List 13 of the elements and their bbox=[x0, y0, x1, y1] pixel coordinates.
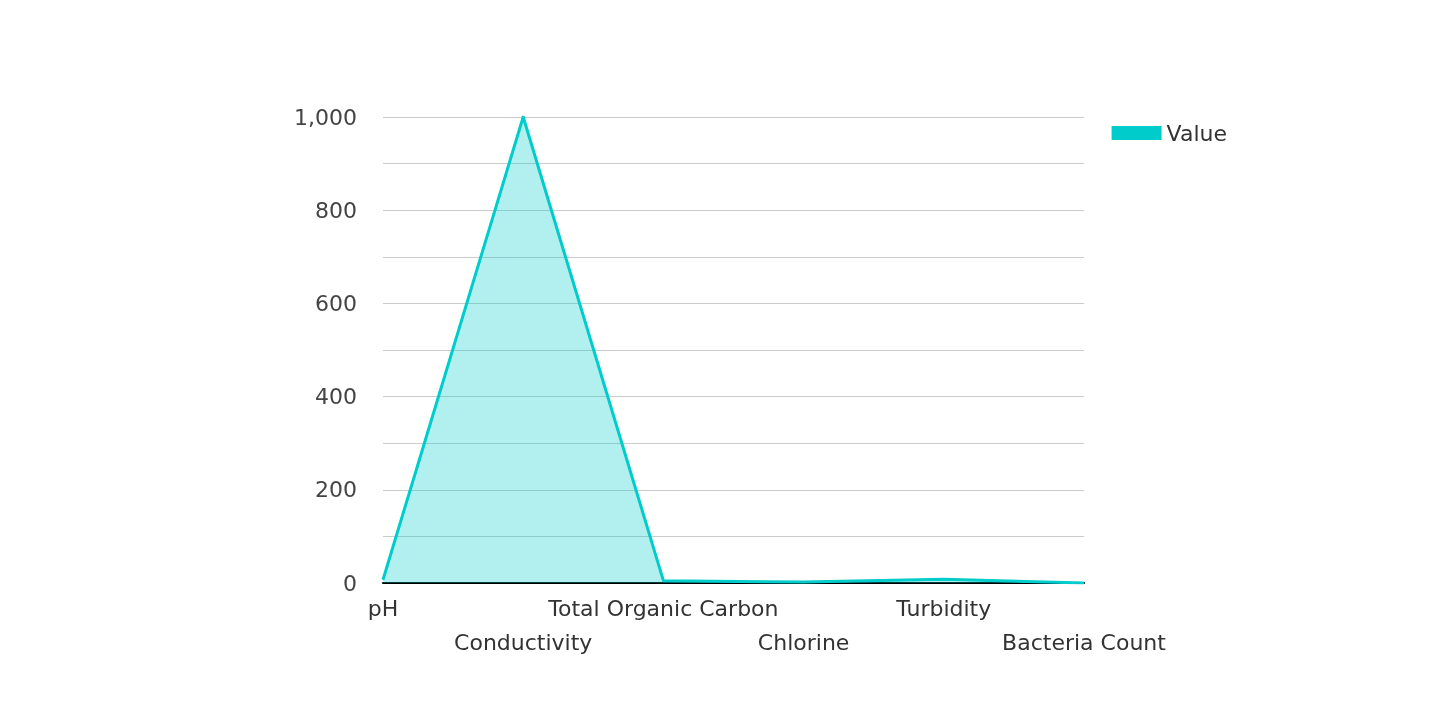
x-tick-label: Conductivity bbox=[454, 629, 593, 655]
y-tick-label: 800 bbox=[315, 197, 357, 223]
x-tick-label: pH bbox=[367, 595, 399, 621]
y-tick-label: 400 bbox=[315, 384, 357, 410]
x-tick-label: Total Organic Carbon bbox=[547, 595, 779, 621]
y-tick-label: 600 bbox=[315, 290, 357, 316]
x-tick-label: Chlorine bbox=[757, 629, 850, 655]
y-tick-label: 1,000 bbox=[294, 104, 357, 130]
x-tick-label: Bacteria Count bbox=[1002, 629, 1167, 655]
x-tick-label: Turbidity bbox=[895, 595, 992, 621]
y-tick-label: 0 bbox=[343, 570, 357, 596]
y-tick-label: 200 bbox=[315, 477, 357, 503]
legend-label: Value bbox=[1166, 120, 1228, 146]
